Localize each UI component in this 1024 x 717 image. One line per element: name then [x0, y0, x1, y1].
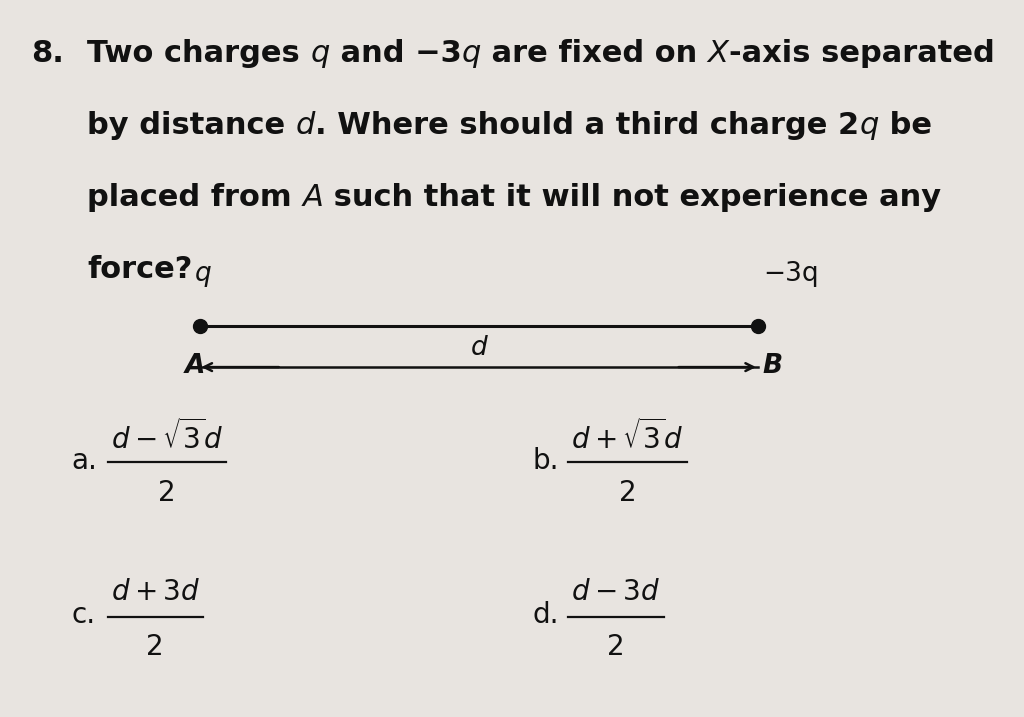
Text: 2: 2 — [607, 633, 625, 662]
Text: -axis separated: -axis separated — [729, 39, 994, 68]
Text: 8.: 8. — [31, 39, 63, 68]
Text: $d+3d$: $d+3d$ — [111, 577, 200, 606]
Text: d: d — [296, 111, 315, 140]
Text: b.: b. — [532, 447, 559, 475]
Text: are fixed on: are fixed on — [481, 39, 708, 68]
Text: $d-3d$: $d-3d$ — [571, 577, 660, 606]
Text: d: d — [470, 336, 487, 361]
Text: force?: force? — [87, 255, 193, 283]
Text: placed from: placed from — [87, 183, 302, 212]
Text: be: be — [879, 111, 932, 140]
Text: B: B — [763, 353, 783, 379]
Text: X: X — [708, 39, 729, 68]
Text: q: q — [859, 111, 879, 140]
Text: c.: c. — [72, 601, 96, 630]
Text: 2: 2 — [618, 479, 636, 508]
Text: a.: a. — [72, 447, 97, 475]
Text: and −3: and −3 — [330, 39, 462, 68]
Text: d.: d. — [532, 601, 559, 630]
Text: q: q — [462, 39, 481, 68]
Text: $d+\sqrt{3}d$: $d+\sqrt{3}d$ — [571, 419, 684, 455]
Text: A: A — [184, 353, 205, 379]
Text: q: q — [310, 39, 330, 68]
Text: 2: 2 — [146, 633, 164, 662]
Text: Two charges: Two charges — [87, 39, 310, 68]
Text: . Where should a third charge 2: . Where should a third charge 2 — [315, 111, 859, 140]
Text: by distance: by distance — [87, 111, 296, 140]
Text: such that it will not experience any: such that it will not experience any — [324, 183, 941, 212]
Text: $d-\sqrt{3}d$: $d-\sqrt{3}d$ — [111, 419, 223, 455]
Text: 2: 2 — [158, 479, 175, 508]
Text: A: A — [302, 183, 324, 212]
Text: −3q: −3q — [763, 261, 818, 287]
Text: q: q — [195, 261, 211, 287]
